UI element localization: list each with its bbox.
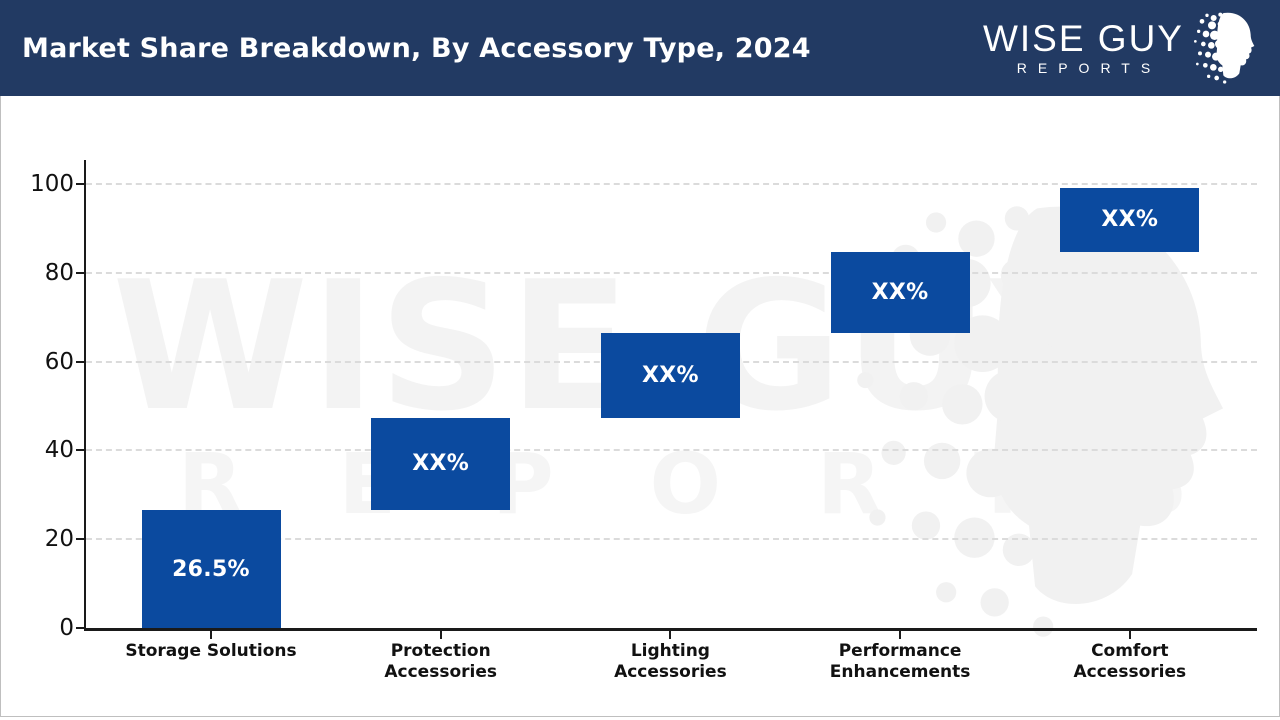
y-axis-tick-mark: [76, 627, 85, 629]
x-axis-tick-mark: [669, 631, 672, 639]
chart-title: Market Share Breakdown, By Accessory Typ…: [22, 32, 811, 64]
wise-guy-reports-logo: WISE GUY REPORTS: [983, 6, 1258, 90]
x-axis-tick-mark: [1128, 631, 1131, 639]
y-axis-tick-mark: [76, 360, 85, 363]
category-label: Performance Enhancements: [829, 641, 971, 682]
header-bar: Market Share Breakdown, By Accessory Typ…: [0, 0, 1280, 96]
y-axis-tick-label: 0: [59, 615, 74, 641]
y-axis-tick-label: 20: [44, 526, 74, 553]
y-axis-tick-label: 80: [44, 259, 74, 286]
gridline-40: [86, 449, 1257, 452]
x-axis-spine: [84, 628, 1257, 631]
logo-wiseguy-text: WISE GUY: [982, 17, 1184, 59]
y-axis-tick-mark: [76, 183, 85, 185]
bar-1: 26.5%: [141, 510, 281, 628]
bar-value-label: XX%: [641, 362, 699, 388]
bar-value-label: XX%: [412, 451, 470, 477]
logo-head-icon: [1194, 12, 1255, 84]
bar-2: XX%: [371, 417, 511, 511]
category-label: Protection Accessories: [384, 641, 497, 682]
y-axis-tick-label: 100: [30, 171, 74, 197]
x-axis-tick-mark: [210, 631, 212, 639]
bar-value-label: XX%: [1101, 207, 1159, 233]
logo-text: WISE GUY REPORTS: [982, 17, 1184, 77]
y-axis-tick-mark: [76, 538, 85, 541]
category-label: Lighting Accessories: [614, 641, 727, 682]
y-axis-tick-mark: [76, 449, 85, 452]
logo-reports-text: REPORTS: [1016, 60, 1162, 77]
category-label: Comfort Accessories: [1073, 641, 1187, 682]
y-axis-tick-label: 60: [44, 348, 74, 375]
gridline-100: [86, 183, 1257, 185]
gridline-80: [86, 271, 1257, 274]
category-label: Storage Solutions: [125, 641, 297, 661]
bar-4: XX%: [830, 251, 970, 334]
y-axis-tick-mark: [76, 271, 85, 274]
y-axis-tick-label: 40: [44, 437, 74, 464]
bar-3: XX%: [600, 333, 740, 418]
bar-value-label: XX%: [871, 280, 929, 306]
y-axis-spine: [84, 160, 86, 630]
gridline-20: [86, 538, 1257, 541]
bar-value-label: 26.5%: [172, 556, 250, 582]
x-axis-tick-mark: [439, 631, 442, 639]
bar-5: XX%: [1060, 187, 1200, 252]
x-axis-tick-mark: [899, 631, 902, 639]
watermark-head-icon: [857, 206, 1224, 637]
